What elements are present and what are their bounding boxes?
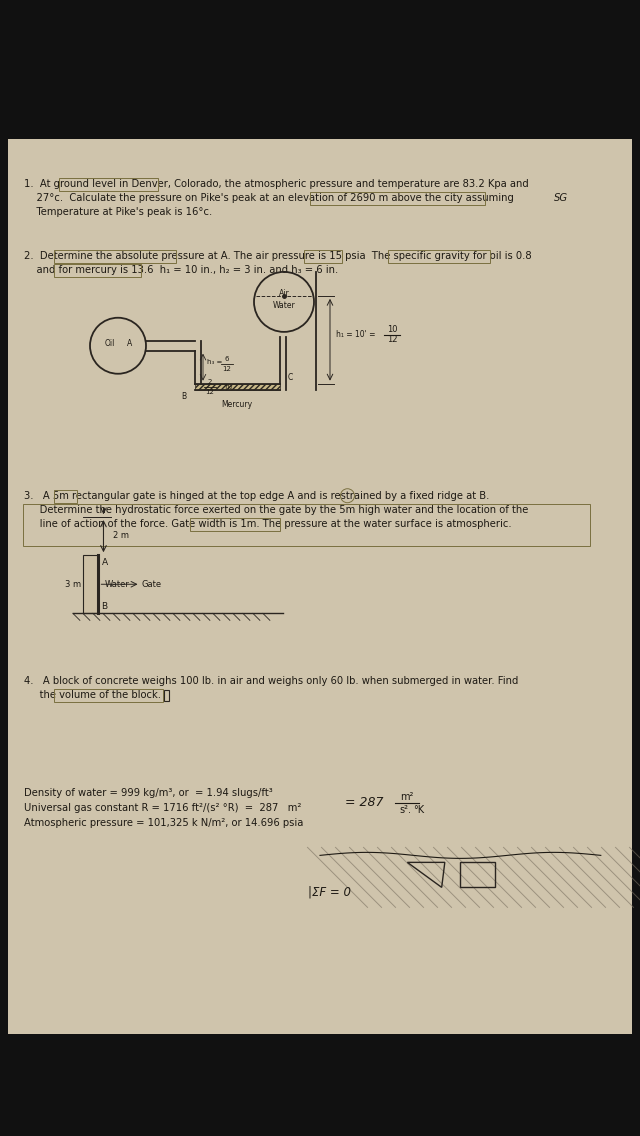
Text: B: B [181,392,186,401]
Text: m²: m² [400,792,413,802]
Text: 2 m: 2 m [113,531,129,540]
Text: Oil: Oil [105,340,115,349]
Text: Mercury: Mercury [221,400,253,409]
Text: 27°c.  Calculate the pressure on Pike's peak at an elevation of 2690 m above the: 27°c. Calculate the pressure on Pike's p… [24,193,513,203]
Bar [460,862,495,887]
Text: Universal gas constant R = 1716 ft²/(s² °R)  =  287   m²: Universal gas constant R = 1716 ft²/(s² … [24,803,301,813]
Text: Air: Air [278,290,289,299]
Bar [83,556,99,613]
Text: Determine the hydrostatic force exerted on the gate by the 5m high water and the: Determine the hydrostatic force exerted … [24,504,528,515]
Text: Atmospheric pressure = 101,325 k N/m², or 14.696 psia: Atmospheric pressure = 101,325 k N/m², o… [24,818,303,828]
Text: 12: 12 [223,366,232,373]
Bar [0,1036,640,1136]
Text: 1.  At ground level in Denver, Colorado, the atmospheric pressure and temperatur: 1. At ground level in Denver, Colorado, … [24,179,529,190]
Text: Gate: Gate [141,579,162,588]
Text: A: A [102,558,108,567]
Text: line of action of the force. Gate width is 1m. The pressure at the water surface: line of action of the force. Gate width … [24,519,511,528]
Text: h₁ = 10' =: h₁ = 10' = [336,331,378,340]
Text: Water: Water [105,579,130,588]
Text: B: B [102,602,108,611]
Bar [8,139,632,1034]
Text: 6: 6 [225,357,229,362]
Text: 10: 10 [387,325,397,334]
Text: the volume of the block.: the volume of the block. [24,690,161,700]
Bar [307,837,627,918]
Text: 2.  Determine the absolute pressure at A. The air pressure is 15 psia  The speci: 2. Determine the absolute pressure at A.… [24,251,531,261]
Text: Density of water = 999 kg/m³, or  = 1.94 slugs/ft³: Density of water = 999 kg/m³, or = 1.94 … [24,788,273,797]
Text: A: A [127,340,132,349]
Text: 4.   A block of concrete weighs 100 lb. in air and weighs only 60 lb. when subme: 4. A block of concrete weighs 100 lb. in… [24,676,518,686]
Polygon shape [195,384,280,390]
Text: h₂: h₂ [223,384,232,390]
Bar [0,0,640,136]
Text: °K: °K [413,805,424,815]
Text: s².: s². [399,805,411,815]
Text: Temperature at Pike's peak is 16°c.: Temperature at Pike's peak is 16°c. [24,207,212,217]
Text: |ΣF = 0: |ΣF = 0 [307,886,351,899]
Text: 2: 2 [208,378,212,385]
Text: 3.   A 5m rectangular gate is hinged at the top edge A and is restrained by a fi: 3. A 5m rectangular gate is hinged at th… [24,491,489,501]
Text: 12: 12 [387,335,397,344]
Text: h₃ =: h₃ = [207,359,222,365]
Text: 3 m: 3 m [65,579,81,588]
Text: 12: 12 [205,389,214,394]
Text: SG: SG [554,193,568,203]
Text: and for mercury is 13.6  h₁ = 10 in., h₂ = 3 in. and h₃ = 6 in.: and for mercury is 13.6 h₁ = 10 in., h₂ … [24,265,338,275]
Text: C: C [288,373,293,382]
Text: = 287: = 287 [345,796,383,809]
Text: Water: Water [273,301,296,310]
